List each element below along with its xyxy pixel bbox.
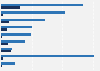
Bar — [1, 28, 7, 31]
Bar — [1, 62, 15, 65]
Bar — [1, 57, 3, 60]
Bar — [1, 43, 8, 45]
Bar — [1, 4, 83, 6]
Bar — [1, 6, 20, 9]
Bar — [1, 33, 31, 36]
Bar — [1, 11, 65, 14]
Bar — [1, 48, 12, 50]
Bar — [1, 21, 9, 23]
Bar — [1, 26, 32, 28]
Bar — [1, 40, 25, 43]
Bar — [1, 19, 45, 21]
Bar — [1, 65, 2, 67]
Bar — [1, 36, 2, 38]
Bar — [1, 55, 94, 57]
Bar — [1, 14, 4, 16]
Bar — [1, 50, 11, 52]
